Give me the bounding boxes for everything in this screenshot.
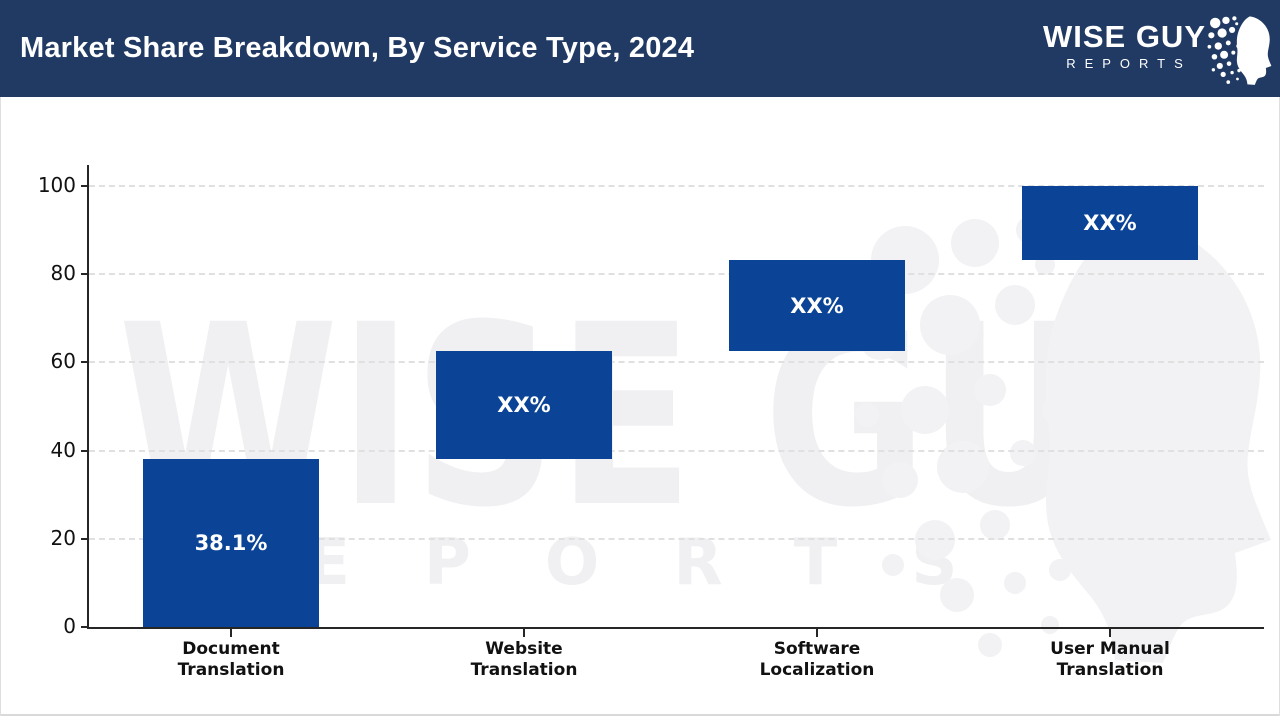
bar-software: XX% <box>729 260 905 351</box>
wise-guy-reports-logo: WISE GUY REPORTS <box>1022 6 1272 94</box>
x-category-line1: Software <box>773 639 861 659</box>
y-tick-label: 20 <box>50 525 76 550</box>
logo-text: WISE GUY REPORTS <box>1042 19 1206 72</box>
logo-head-icon <box>1207 16 1272 85</box>
y-tick-label: 40 <box>50 437 76 462</box>
y-tick-mark <box>81 449 89 452</box>
card-left-border <box>0 97 1 716</box>
y-tick-label: 0 <box>63 614 76 638</box>
gridline-80 <box>89 273 1264 276</box>
y-tick-label: 80 <box>50 261 76 286</box>
y-tick-label: 100 <box>37 173 76 197</box>
x-tick-mark <box>230 629 232 637</box>
x-tick-mark <box>523 629 525 637</box>
x-category-line2: Translation <box>470 660 578 680</box>
gridline-40 <box>89 449 1264 452</box>
y-tick-mark <box>81 273 89 276</box>
y-tick-mark <box>81 537 89 540</box>
x-category-label: Document Translation <box>111 639 351 681</box>
x-axis-spine <box>87 627 1264 629</box>
gridline-60 <box>89 361 1264 364</box>
x-tick-mark <box>1109 629 1111 637</box>
bar-value-label: XX% <box>1083 211 1137 236</box>
x-category-line2: Translation <box>1056 660 1164 680</box>
y-axis-spine <box>87 165 89 629</box>
x-category-label: Software Localization <box>697 639 937 681</box>
x-tick-mark <box>816 629 818 637</box>
x-category-line2: Translation <box>177 660 285 680</box>
bar-value-label: XX% <box>497 392 551 417</box>
x-category-line1: Document <box>182 639 280 659</box>
logo-subtitle: REPORTS <box>1066 56 1192 71</box>
y-tick-mark <box>81 185 89 187</box>
x-category-label: User Manual Translation <box>990 639 1230 681</box>
bar-value-label: 38.1% <box>194 530 268 555</box>
x-category-line1: User Manual <box>1050 639 1170 659</box>
gridline-20 <box>89 537 1264 540</box>
x-category-label: Website Translation <box>404 639 644 681</box>
y-tick-mark <box>81 361 89 364</box>
header-band: Market Share Breakdown, By Service Type,… <box>0 0 1280 97</box>
bar-value-label: XX% <box>790 293 844 318</box>
x-category-line1: Website <box>485 639 563 659</box>
bar-document: 38.1% <box>143 458 319 627</box>
page-title: Market Share Breakdown, By Service Type,… <box>20 32 695 64</box>
y-tick-mark <box>81 626 89 628</box>
card-bottom-border <box>0 714 1280 716</box>
bar-user-manual: XX% <box>1022 186 1198 261</box>
gridline-100 <box>89 185 1264 187</box>
logo-name: WISE GUY <box>1042 19 1206 54</box>
bar-website: XX% <box>436 350 612 459</box>
y-tick-label: 60 <box>50 349 76 374</box>
x-category-line2: Localization <box>759 660 875 680</box>
